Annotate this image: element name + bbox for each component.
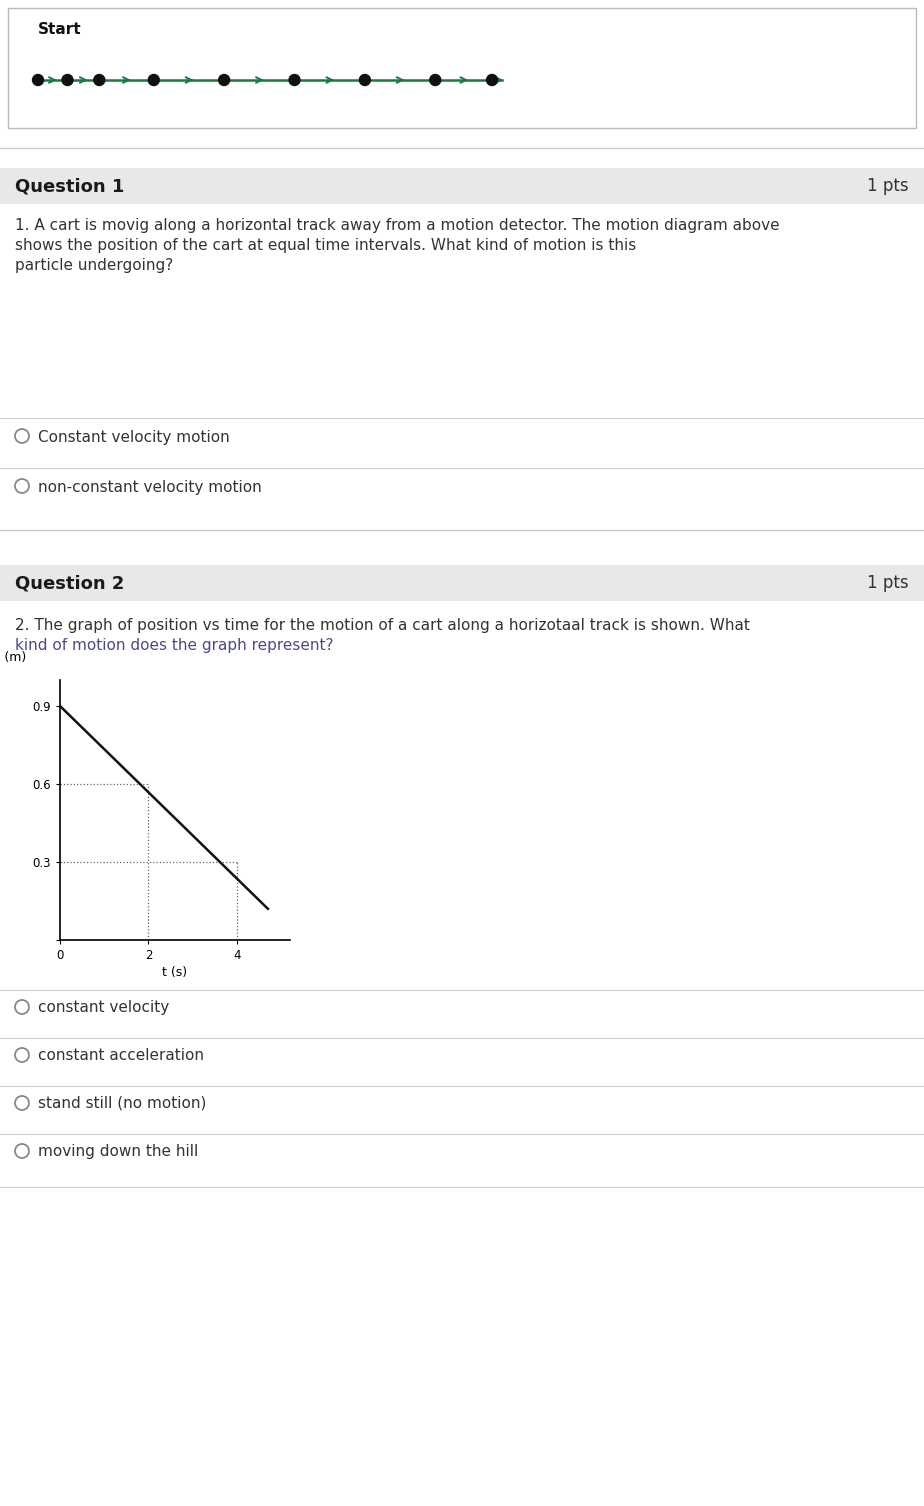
Text: constant acceleration: constant acceleration [38, 1048, 204, 1063]
Text: kind of motion does the graph represent?: kind of motion does the graph represent? [15, 639, 334, 654]
Text: shows the position of the cart at equal time intervals. What kind of motion is t: shows the position of the cart at equal … [15, 238, 637, 253]
Circle shape [487, 74, 497, 86]
Text: constant velocity: constant velocity [38, 1000, 169, 1015]
Bar [0, 169, 924, 203]
Bar [8, 8, 916, 128]
Text: non-constant velocity motion: non-constant velocity motion [38, 480, 261, 495]
Bar [0, 565, 924, 601]
Text: particle undergoing?: particle undergoing? [15, 258, 174, 273]
Circle shape [32, 74, 43, 86]
Text: Constant velocity motion: Constant velocity motion [38, 431, 230, 444]
Y-axis label: x (m): x (m) [0, 652, 26, 664]
Bar [0, 8, 924, 128]
Circle shape [94, 74, 104, 86]
Text: moving down the hill: moving down the hill [38, 1145, 199, 1160]
Text: Question 1: Question 1 [15, 178, 125, 194]
Text: 1 pts: 1 pts [868, 178, 909, 194]
Circle shape [289, 74, 300, 86]
Text: Question 2: Question 2 [15, 574, 125, 592]
Text: 1. A cart is movig along a horizontal track away from a motion detector. The mot: 1. A cart is movig along a horizontal tr… [15, 218, 780, 233]
Circle shape [148, 74, 159, 86]
Circle shape [430, 74, 441, 86]
Text: 2. The graph of position vs time for the motion of a cart along a horizotaal tra: 2. The graph of position vs time for the… [15, 617, 750, 633]
X-axis label: t (s): t (s) [163, 967, 188, 979]
Text: 1 pts: 1 pts [868, 574, 909, 592]
Circle shape [219, 74, 230, 86]
Circle shape [62, 74, 73, 86]
Circle shape [359, 74, 371, 86]
Text: stand still (no motion): stand still (no motion) [38, 1096, 206, 1111]
Text: Start: Start [38, 23, 81, 38]
